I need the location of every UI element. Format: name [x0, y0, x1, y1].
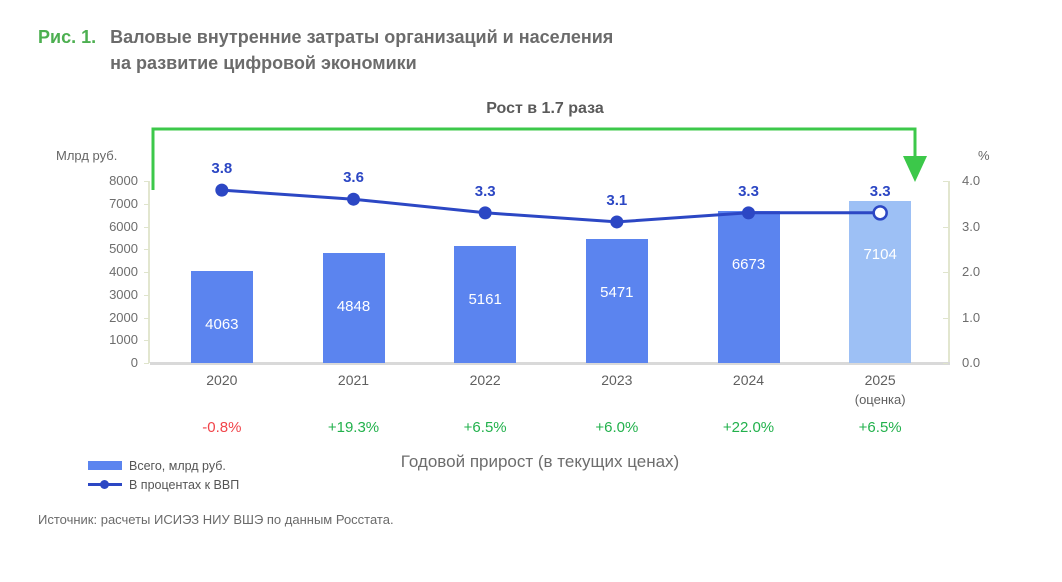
left-axis-tick-mark — [144, 203, 149, 205]
bar-2025[interactable] — [849, 201, 912, 363]
right-axis-tick-mark — [943, 226, 948, 228]
right-axis-tick-label: 0.0 — [962, 355, 981, 370]
x-axis-label-2025: 2025 (оценка) — [820, 371, 940, 409]
left-axis-tick-label: 3000 — [109, 286, 138, 302]
line-point-label-2023: 3.1 — [606, 191, 628, 209]
x-axis-label-year: 2025 — [864, 372, 896, 388]
figure-number: Рис. 1. — [38, 27, 97, 47]
left-axis-tick-label: 2000 — [109, 309, 138, 325]
bar-2020[interactable] — [190, 270, 253, 363]
legend-bar-swatch-icon — [88, 461, 122, 470]
annual-growth-2020: -0.8% — [202, 419, 242, 436]
figure-title-line-1: Валовые внутренние затраты организаций и… — [110, 27, 614, 47]
axis-caption: Годовой прирост (в текущих ценах) — [400, 452, 680, 471]
source-note: Источник: расчеты ИСИЭЗ НИУ ВШЭ по данны… — [38, 512, 394, 527]
left-axis-tick-label: 1000 — [109, 332, 138, 348]
right-axis-tick-label: 4.0 — [962, 173, 981, 188]
bar-value-label: 4848 — [336, 297, 371, 315]
right-axis-tick-mark — [943, 317, 948, 319]
bar-2023[interactable] — [585, 238, 648, 363]
annual-growth-2023: +6.0% — [595, 419, 639, 436]
left-axis-tick-mark — [144, 272, 149, 273]
x-axis-label-year: 2021 — [337, 372, 370, 388]
line-point-label-2024: 3.3 — [738, 182, 759, 200]
figure-title-text: Валовые внутренние затраты организаций и… — [110, 24, 613, 76]
bar-2022[interactable] — [454, 245, 517, 363]
line-point-2022[interactable] — [478, 206, 492, 220]
left-axis-title: Млрд руб. — [56, 148, 118, 163]
bar-2024[interactable] — [717, 211, 780, 363]
left-axis-tick-label: 7000 — [109, 195, 138, 211]
bar-2021[interactable] — [322, 252, 385, 363]
x-axis-label-year: 2023 — [601, 372, 633, 388]
right-axis-tick-mark — [943, 181, 948, 182]
line-point-2025[interactable] — [872, 205, 888, 221]
line-point-2024[interactable] — [742, 206, 755, 220]
figure-title: Рис. 1. Валовые внутренние затраты орган… — [38, 24, 613, 76]
line-point-label-2025: 3.3 — [869, 182, 891, 200]
bar-value-label: 5161 — [468, 290, 502, 308]
x-axis-label-2021: 2021 — [294, 371, 414, 390]
left-axis-tick-mark — [144, 249, 149, 251]
legend-item-label: В процентах к ВВП — [129, 477, 240, 492]
x-axis-label-year: 2024 — [732, 372, 765, 388]
right-axis-line — [948, 181, 950, 363]
right-axis-title: % — [978, 148, 990, 163]
line-series-path — [221, 188, 881, 224]
figure-title-line-2: на развитие цифровой экономики — [110, 53, 417, 73]
annual-growth-2021: +19.3% — [327, 419, 380, 436]
bar-value-label: 7104 — [863, 246, 897, 264]
right-axis-tick-label: 2.0 — [962, 264, 981, 279]
annual-growth-2022: +6.5% — [463, 419, 507, 436]
bar-value-label: 4063 — [205, 315, 239, 333]
left-axis-line — [148, 181, 150, 363]
right-axis-tick-mark — [943, 363, 948, 364]
left-axis-tick-label: 6000 — [109, 218, 138, 234]
left-axis-tick-label: 4000 — [109, 264, 138, 279]
line-point-label-2021: 3.6 — [343, 169, 364, 187]
line-point-2021[interactable] — [347, 192, 360, 206]
growth-annotation-label: Рост в 1.7 раза — [486, 100, 604, 117]
x-axis-label-2023: 2023 — [557, 371, 677, 390]
chart-legend: Всего, млрд руб. В процентах к ВВП — [88, 456, 239, 494]
x-axis-label-2020: 2020 — [162, 371, 282, 390]
left-axis-tick-label: 0 — [130, 355, 138, 370]
line-series-layer — [215, 183, 888, 229]
left-axis-tick-label: 5000 — [109, 241, 138, 257]
right-axis-tick-label: 3.0 — [962, 218, 981, 234]
left-axis-tick-mark — [144, 226, 149, 228]
line-point-2023[interactable] — [610, 215, 624, 229]
legend-line-marker-icon — [88, 479, 122, 490]
x-axis-label-2024: 2024 — [689, 371, 809, 390]
x-axis-label-2022: 2022 — [425, 371, 545, 390]
left-axis-tick-mark — [144, 317, 149, 319]
left-axis-tick-mark — [144, 340, 149, 342]
legend-item-1[interactable]: Всего, млрд руб. — [88, 456, 239, 475]
bar-value-label: 6673 — [731, 256, 766, 274]
right-axis-tick-label: 1.0 — [962, 309, 981, 325]
left-axis-tick-label: 8000 — [109, 173, 138, 188]
line-point-label-2020: 3.8 — [211, 160, 233, 178]
legend-item-label: Всего, млрд руб. — [129, 458, 226, 473]
left-axis-tick-mark — [144, 363, 149, 364]
right-axis-tick-mark — [943, 272, 948, 273]
left-axis-tick-mark — [144, 294, 149, 296]
line-point-label-2022: 3.3 — [474, 182, 496, 200]
line-point-2020[interactable] — [215, 183, 229, 197]
x-axis-label-year: 2020 — [206, 372, 238, 388]
axis-baseline — [150, 362, 950, 365]
annual-growth-2024: +22.0% — [722, 419, 775, 436]
x-axis-label-sublabel: (оценка) — [854, 392, 906, 407]
legend-item-2[interactable]: В процентах к ВВП — [88, 475, 239, 494]
x-axis-label-year: 2022 — [469, 372, 501, 388]
annual-growth-2025: +6.5% — [858, 419, 902, 436]
bar-value-label: 5471 — [600, 283, 634, 301]
plot-area: 4063 4848 5161 5471 6673 7104 3.8 3.6 3.3 3.1 3.3… — [156, 160, 946, 363]
left-axis-tick-mark — [144, 181, 149, 182]
